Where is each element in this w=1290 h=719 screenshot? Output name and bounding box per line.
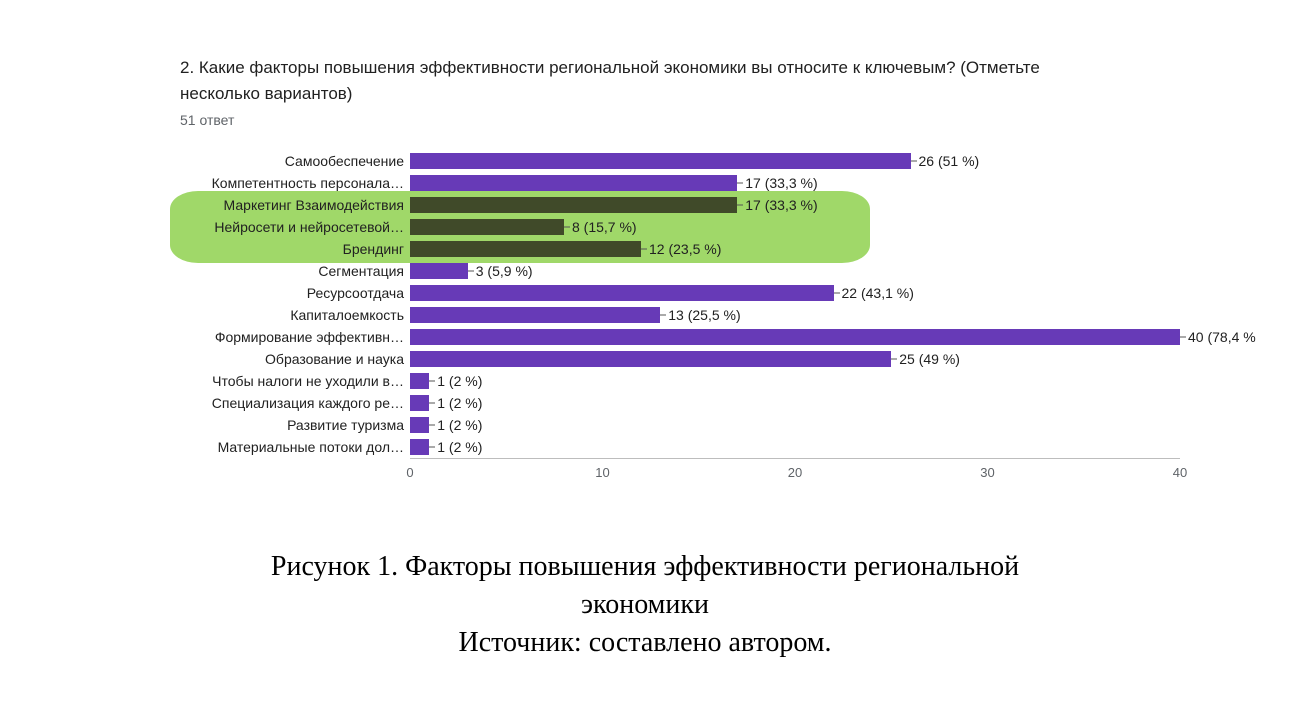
bar-leader-tick <box>429 447 435 448</box>
bar-row: Ресурсоотдача22 (43,1 %) <box>180 282 1190 304</box>
bar-row: Брендинг12 (23,5 %) <box>180 238 1190 260</box>
bar-area: 17 (33,3 %) <box>410 172 1180 194</box>
caption-line-1: Рисунок 1. Факторы повышения эффективнос… <box>0 548 1290 586</box>
x-tick-label: 30 <box>980 465 994 480</box>
bar: 8 (15,7 %) <box>410 219 564 235</box>
bar-value-label: 3 (5,9 %) <box>476 263 533 279</box>
bar-row: Специализация каждого ре…1 (2 %) <box>180 392 1190 414</box>
bar: 1 (2 %) <box>410 417 429 433</box>
bar-chart: Самообеспечение26 (51 %)Компетентность п… <box>180 150 1190 458</box>
question-title: 2. Какие факторы повышения эффективности… <box>180 55 1100 106</box>
bar-label: Маркетинг Взаимодействия <box>180 197 410 213</box>
x-axis: 010203040 <box>410 458 1180 488</box>
bar-value-label: 17 (33,3 %) <box>745 197 817 213</box>
bar: 1 (2 %) <box>410 373 429 389</box>
bar-value-label: 12 (23,5 %) <box>649 241 721 257</box>
bar-row: Формирование эффективн…40 (78,4 % <box>180 326 1190 348</box>
bar-leader-tick <box>834 293 840 294</box>
bar-leader-tick <box>660 315 666 316</box>
bar-row: Сегментация3 (5,9 %) <box>180 260 1190 282</box>
bar-label: Материальные потоки дол… <box>180 439 410 455</box>
bar: 13 (25,5 %) <box>410 307 660 323</box>
bar-value-label: 1 (2 %) <box>437 439 482 455</box>
bar-leader-tick <box>429 425 435 426</box>
bar-area: 25 (49 %) <box>410 348 1180 370</box>
bar-area: 26 (51 %) <box>410 150 1180 172</box>
bar-leader-tick <box>891 359 897 360</box>
bar-label: Образование и наука <box>180 351 410 367</box>
bar-leader-tick <box>429 403 435 404</box>
bar: 26 (51 %) <box>410 153 911 169</box>
bar-label: Развитие туризма <box>180 417 410 433</box>
bar: 3 (5,9 %) <box>410 263 468 279</box>
bar-area: 22 (43,1 %) <box>410 282 1180 304</box>
bar: 25 (49 %) <box>410 351 891 367</box>
bar-value-label: 40 (78,4 % <box>1188 329 1256 345</box>
bar-row: Образование и наука25 (49 %) <box>180 348 1190 370</box>
bar-row: Чтобы налоги не уходили в…1 (2 %) <box>180 370 1190 392</box>
bar-label: Ресурсоотдача <box>180 285 410 301</box>
x-tick-label: 0 <box>406 465 413 480</box>
bar: 17 (33,3 %) <box>410 197 737 213</box>
response-count: 51 ответ <box>180 112 1190 128</box>
bar: 17 (33,3 %) <box>410 175 737 191</box>
bar-row: Развитие туризма1 (2 %) <box>180 414 1190 436</box>
bar-leader-tick <box>564 227 570 228</box>
bar-label: Капиталоемкость <box>180 307 410 323</box>
bar-value-label: 25 (49 %) <box>899 351 960 367</box>
bar-label: Самообеспечение <box>180 153 410 169</box>
bar-value-label: 22 (43,1 %) <box>842 285 914 301</box>
bar-area: 1 (2 %) <box>410 370 1180 392</box>
figure-caption: Рисунок 1. Факторы повышения эффективнос… <box>0 548 1290 661</box>
bar-label: Нейросети и нейросетевой… <box>180 219 410 235</box>
bar-row: Нейросети и нейросетевой…8 (15,7 %) <box>180 216 1190 238</box>
caption-line-2: экономики <box>0 586 1290 624</box>
x-tick-label: 40 <box>1173 465 1187 480</box>
bar-area: 17 (33,3 %) <box>410 194 1180 216</box>
bar: 1 (2 %) <box>410 395 429 411</box>
bar-leader-tick <box>1180 337 1186 338</box>
bar-label: Формирование эффективн… <box>180 329 410 345</box>
chart-wrap: Самообеспечение26 (51 %)Компетентность п… <box>180 150 1190 488</box>
bar-leader-tick <box>429 381 435 382</box>
bar-value-label: 1 (2 %) <box>437 417 482 433</box>
bar: 1 (2 %) <box>410 439 429 455</box>
bar-leader-tick <box>737 205 743 206</box>
bar-row: Компетентность персонала…17 (33,3 %) <box>180 172 1190 194</box>
bar-area: 12 (23,5 %) <box>410 238 1180 260</box>
bar-row: Самообеспечение26 (51 %) <box>180 150 1190 172</box>
bar-value-label: 26 (51 %) <box>919 153 980 169</box>
bar-value-label: 8 (15,7 %) <box>572 219 637 235</box>
bar-area: 1 (2 %) <box>410 436 1180 458</box>
bar-label: Специализация каждого ре… <box>180 395 410 411</box>
bar-label: Компетентность персонала… <box>180 175 410 191</box>
bar-value-label: 1 (2 %) <box>437 395 482 411</box>
bar-row: Капиталоемкость13 (25,5 %) <box>180 304 1190 326</box>
bar-row: Маркетинг Взаимодействия17 (33,3 %) <box>180 194 1190 216</box>
bar: 12 (23,5 %) <box>410 241 641 257</box>
bar-area: 1 (2 %) <box>410 414 1180 436</box>
x-tick-label: 10 <box>595 465 609 480</box>
bar-area: 40 (78,4 % <box>410 326 1180 348</box>
bar-leader-tick <box>737 183 743 184</box>
bar-leader-tick <box>468 271 474 272</box>
figure-container: 2. Какие факторы повышения эффективности… <box>0 0 1290 488</box>
x-tick-label: 20 <box>788 465 802 480</box>
bar-row: Материальные потоки дол…1 (2 %) <box>180 436 1190 458</box>
caption-line-3: Источник: составлено автором. <box>0 624 1290 662</box>
bar-leader-tick <box>641 249 647 250</box>
bar-area: 3 (5,9 %) <box>410 260 1180 282</box>
bar-area: 8 (15,7 %) <box>410 216 1180 238</box>
bar-label: Брендинг <box>180 241 410 257</box>
bar: 22 (43,1 %) <box>410 285 834 301</box>
bar-value-label: 13 (25,5 %) <box>668 307 740 323</box>
bar-area: 1 (2 %) <box>410 392 1180 414</box>
bar-value-label: 17 (33,3 %) <box>745 175 817 191</box>
bar: 40 (78,4 % <box>410 329 1180 345</box>
bar-leader-tick <box>911 161 917 162</box>
bar-label: Чтобы налоги не уходили в… <box>180 373 410 389</box>
bar-value-label: 1 (2 %) <box>437 373 482 389</box>
bar-area: 13 (25,5 %) <box>410 304 1180 326</box>
bar-label: Сегментация <box>180 263 410 279</box>
